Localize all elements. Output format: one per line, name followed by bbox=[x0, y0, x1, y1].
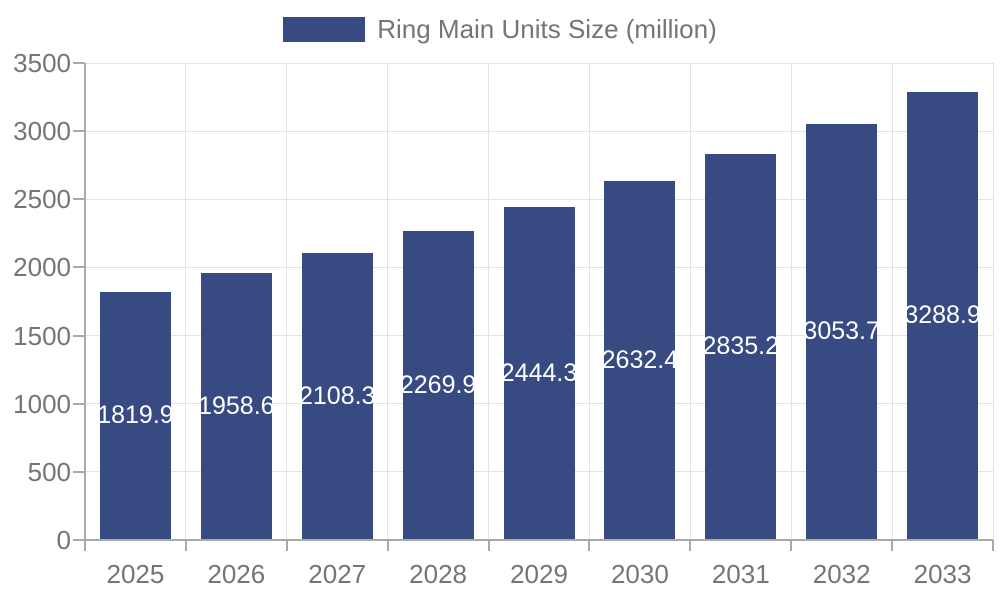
y-tick-label: 3500 bbox=[13, 48, 71, 78]
y-axis-tick bbox=[73, 402, 85, 405]
x-tick-label: 2029 bbox=[510, 559, 568, 589]
gridline-vertical bbox=[689, 63, 691, 540]
gridline-vertical bbox=[588, 63, 590, 540]
y-tick-label: 2000 bbox=[13, 252, 71, 283]
x-axis-tick bbox=[588, 540, 591, 551]
bar-value-label: 3288.9 bbox=[904, 301, 981, 330]
y-axis-tick bbox=[73, 334, 85, 337]
bar-value-label: 2269.9 bbox=[399, 370, 477, 399]
bar-value-label: 3053.7 bbox=[803, 317, 880, 346]
bar: 2835.2 bbox=[702, 153, 779, 540]
bar-value-label: 1819.9 bbox=[97, 401, 174, 430]
bar: 2632.4 bbox=[601, 181, 679, 540]
y-axis-tick bbox=[73, 62, 85, 64]
x-axis-tick bbox=[790, 540, 793, 551]
x-axis-tick bbox=[689, 540, 692, 551]
y-tick-label: 1500 bbox=[13, 320, 71, 351]
x-tick-label: 2027 bbox=[308, 559, 367, 589]
gridline-vertical bbox=[387, 63, 389, 540]
gridline-horizontal bbox=[85, 198, 993, 200]
x-axis-tick bbox=[84, 540, 86, 551]
x-axis-tick bbox=[386, 540, 389, 551]
y-tick-label: 3000 bbox=[13, 116, 71, 147]
bar-value-label: 2835.2 bbox=[702, 332, 779, 361]
x-axis-tick bbox=[992, 540, 994, 551]
y-tick-label: 1000 bbox=[13, 388, 71, 419]
y-axis-tick bbox=[73, 539, 85, 541]
bar: 3053.7 bbox=[803, 123, 880, 540]
bar: 3288.9 bbox=[904, 91, 981, 540]
bar: 2108.3 bbox=[298, 252, 376, 540]
y-axis-tick bbox=[73, 198, 85, 201]
x-axis-tick bbox=[285, 540, 288, 551]
gridline-vertical bbox=[891, 63, 893, 540]
y-tick-label: 0 bbox=[56, 525, 71, 555]
x-tick-label: 2032 bbox=[812, 559, 871, 589]
x-tick-label: 2030 bbox=[610, 559, 669, 589]
bar-value-label: 2444.3 bbox=[500, 358, 578, 387]
x-tick-label: 2026 bbox=[207, 559, 266, 589]
y-axis-tick bbox=[73, 130, 85, 133]
x-axis-tick bbox=[487, 540, 490, 551]
y-tick-label: 2500 bbox=[13, 184, 71, 215]
bar: 1958.6 bbox=[198, 273, 275, 540]
bar: 2444.3 bbox=[500, 206, 578, 540]
y-axis-tick bbox=[73, 470, 85, 473]
gridline-vertical bbox=[185, 63, 187, 540]
bar-value-label: 2108.3 bbox=[298, 381, 376, 410]
gridline-horizontal bbox=[85, 62, 993, 64]
bar-value-label: 2632.4 bbox=[601, 346, 679, 375]
gridline-vertical bbox=[790, 63, 792, 540]
legend-swatch bbox=[283, 16, 366, 42]
x-tick-label: 2033 bbox=[913, 559, 972, 589]
chart-legend: Ring Main Units Size (million) bbox=[0, 14, 1000, 44]
y-tick-label: 500 bbox=[27, 456, 71, 487]
bar: 1819.9 bbox=[97, 291, 174, 540]
gridline-vertical bbox=[488, 63, 490, 540]
gridline-vertical bbox=[286, 63, 288, 540]
gridline-vertical bbox=[992, 63, 994, 540]
gridline-horizontal bbox=[85, 130, 993, 132]
x-tick-label: 2028 bbox=[409, 559, 468, 589]
bar: 2269.9 bbox=[399, 230, 477, 540]
x-axis-tick bbox=[891, 540, 894, 551]
x-tick-label: 2025 bbox=[106, 559, 165, 589]
y-axis-tick bbox=[73, 266, 85, 269]
y-axis-line bbox=[84, 63, 86, 540]
x-axis-tick bbox=[184, 540, 187, 551]
x-axis-line bbox=[84, 539, 993, 541]
legend-label: Ring Main Units Size (million) bbox=[377, 14, 717, 44]
bar-value-label: 1958.6 bbox=[198, 392, 275, 421]
x-tick-label: 2031 bbox=[711, 559, 770, 589]
